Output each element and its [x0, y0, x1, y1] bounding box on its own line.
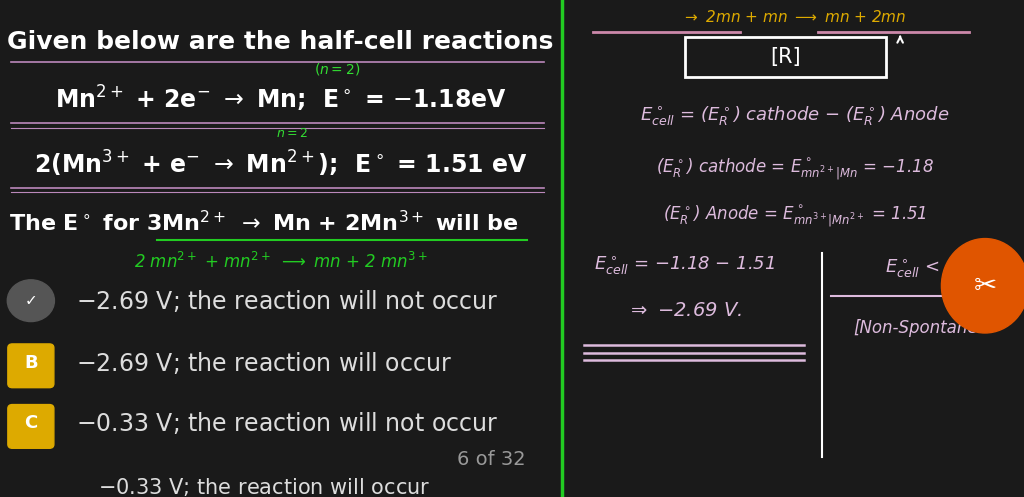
Text: $n=2$: $n=2$ [275, 127, 308, 140]
Text: $E^\circ_{cell}$ < 0.: $E^\circ_{cell}$ < 0. [885, 257, 962, 279]
Text: 2 mn$^{2+}$ + mn$^{2+}$ $\longrightarrow$ mn + 2 mn$^{3+}$: 2 mn$^{2+}$ + mn$^{2+}$ $\longrightarrow… [134, 252, 427, 272]
Text: $-$2.69 V; the reaction will occur: $-$2.69 V; the reaction will occur [76, 350, 452, 376]
Text: $-$2.69 V; the reaction will not occur: $-$2.69 V; the reaction will not occur [76, 288, 498, 314]
Bar [684, 37, 887, 77]
FancyBboxPatch shape [8, 405, 54, 448]
Text: 6 of 32: 6 of 32 [457, 450, 525, 469]
Circle shape [941, 239, 1024, 333]
Text: ($E^\circ_R$) Anode = $E^\circ_{mn^{3+}|Mn^{2+}}$ = 1.51: ($E^\circ_R$) Anode = $E^\circ_{mn^{3+}|… [663, 203, 927, 229]
Text: The E$^\circ$ for 3Mn$^{2+}$ $\rightarrow$ Mn + 2Mn$^{3+}$ will be: The E$^\circ$ for 3Mn$^{2+}$ $\rightarro… [9, 210, 518, 235]
Circle shape [7, 280, 54, 322]
Text: $E^\circ_{cell}$ = ($E^\circ_R$) cathode $-$ ($E^\circ_R$) Anode: $E^\circ_{cell}$ = ($E^\circ_R$) cathode… [640, 105, 949, 128]
Text: $E^\circ_{cell}$ = $-$1.18 $-$ 1.51: $E^\circ_{cell}$ = $-$1.18 $-$ 1.51 [594, 255, 775, 277]
Text: [R]: [R] [770, 47, 801, 67]
Text: ✓: ✓ [25, 293, 37, 308]
FancyBboxPatch shape [8, 344, 54, 388]
Text: ($E^\circ_R$) cathode = $E^\circ_{mn^{2+}|Mn}$ = $-$1.18: ($E^\circ_R$) cathode = $E^\circ_{mn^{2+… [655, 156, 934, 182]
Text: Mn$^{2+}$ + 2e$^{-}$ $\rightarrow$ Mn;  E$^\circ$ = $-$1.18eV: Mn$^{2+}$ + 2e$^{-}$ $\rightarrow$ Mn; E… [54, 84, 507, 114]
Text: ✂: ✂ [974, 272, 996, 300]
Text: C: C [25, 414, 38, 432]
Text: $\Rightarrow$ $-$2.69 V.: $\Rightarrow$ $-$2.69 V. [627, 301, 742, 320]
Text: $-$0.33 V; the reaction will not occur: $-$0.33 V; the reaction will not occur [76, 411, 498, 436]
Text: $-$0.33 V; the reaction will occur: $-$0.33 V; the reaction will occur [97, 476, 430, 497]
Text: B: B [24, 354, 38, 372]
Text: 2(Mn$^{3+}$ + e$^{-}$ $\rightarrow$ Mn$^{2+}$);  E$^\circ$ = 1.51 eV: 2(Mn$^{3+}$ + e$^{-}$ $\rightarrow$ Mn$^… [34, 149, 527, 179]
Text: [Non-Spontane...: [Non-Spontane... [853, 319, 993, 337]
Text: $\rightarrow$ 2mn + mn $\longrightarrow$ mn + 2mn: $\rightarrow$ 2mn + mn $\longrightarrow$… [682, 9, 907, 25]
Text: $(n=2)$: $(n=2)$ [313, 61, 359, 77]
Text: Given below are the half-cell reactions: Given below are the half-cell reactions [7, 30, 554, 54]
